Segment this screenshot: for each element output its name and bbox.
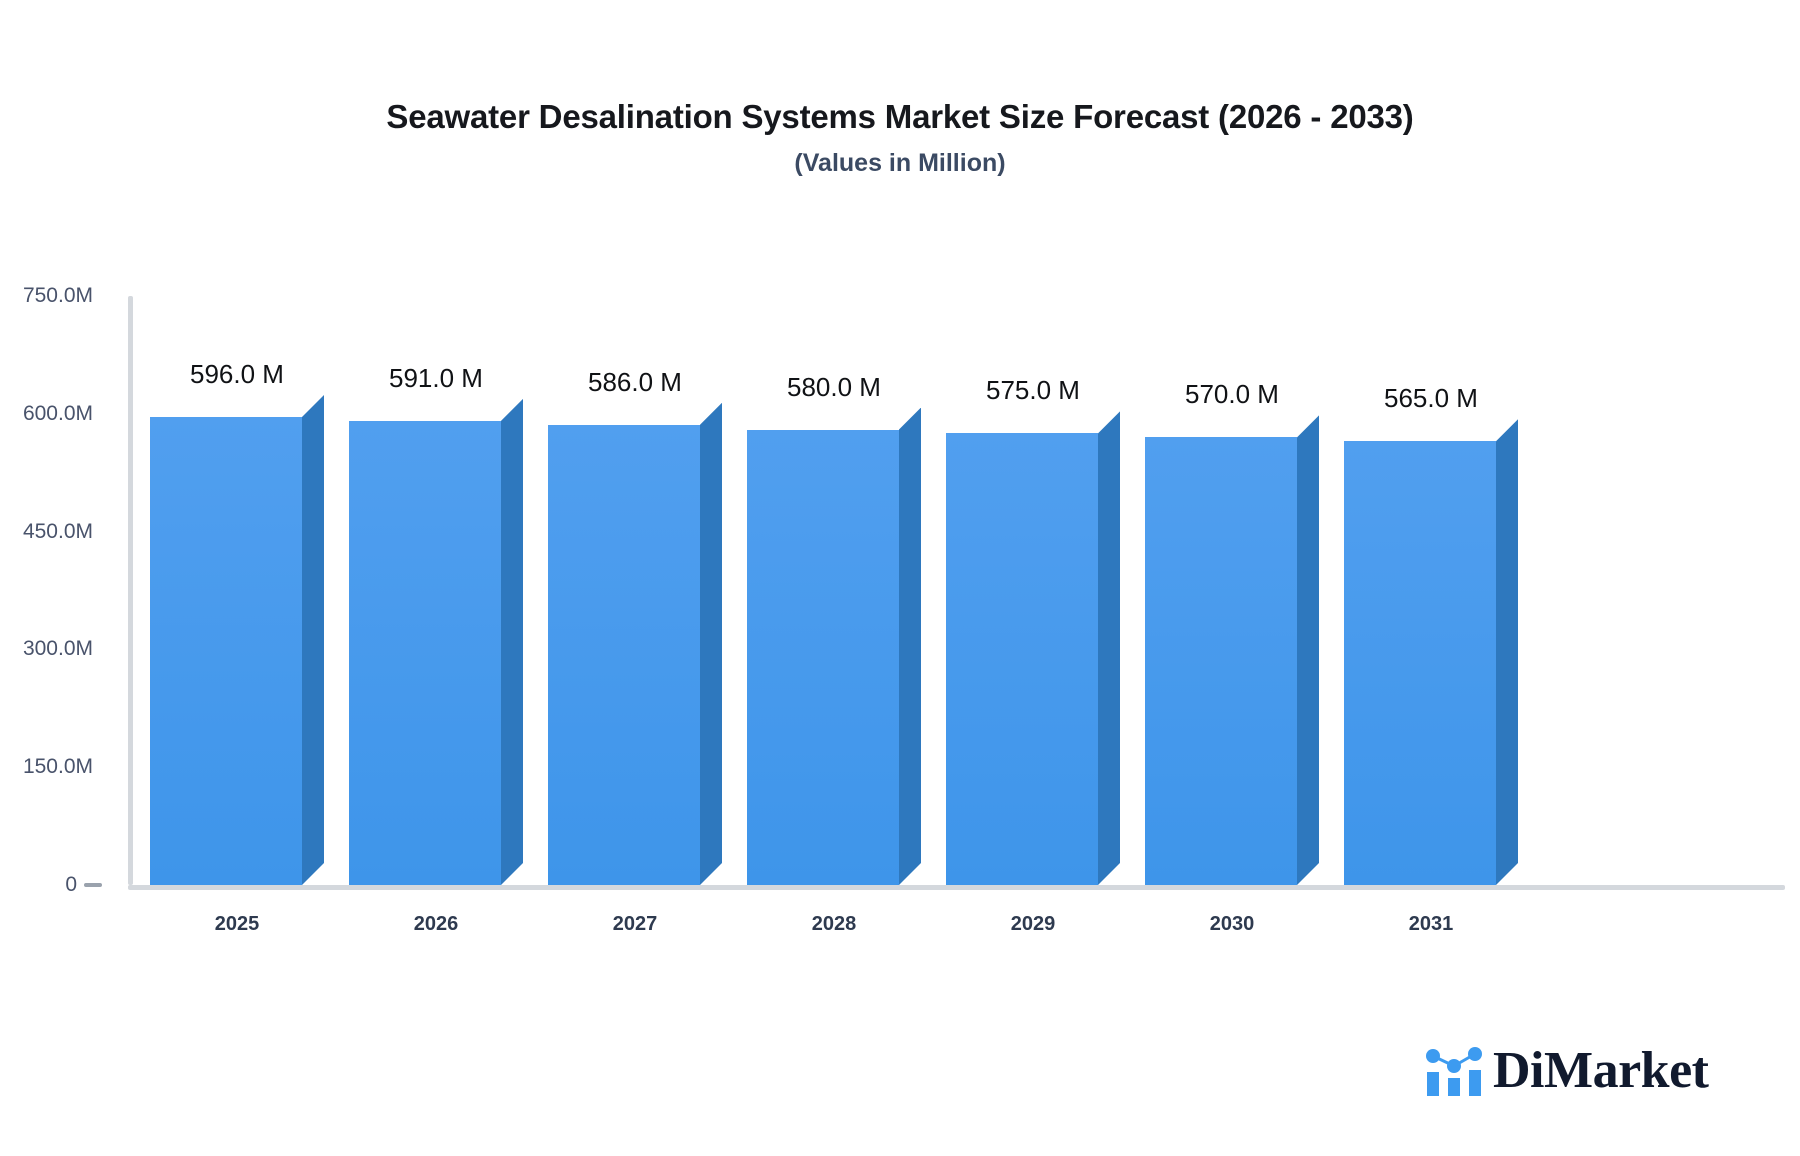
bar-side-face [700, 403, 722, 885]
bar-2029[interactable] [946, 0, 1120, 1156]
y-axis-zero-tick-mark [84, 883, 102, 887]
bar-side-face [1297, 415, 1319, 885]
y-axis-tick-150.0M: 150.0M [22, 755, 93, 779]
y-axis-tick-600.0M: 600.0M [22, 401, 93, 425]
bar-front-face [548, 424, 700, 885]
chart-subtitle: (Values in Million) [794, 149, 1006, 177]
y-axis-tick-750.0M: 750.0M [22, 284, 93, 307]
chart-title: Seawater Desalination Systems Market Siz… [386, 98, 1414, 135]
x-axis-label-2025: 2025 [214, 913, 260, 935]
x-axis-label-2027: 2027 [612, 913, 658, 935]
bar-2025[interactable] [150, 0, 324, 1156]
bar-value-label-2025: 596.0 M [190, 358, 284, 389]
bar-front-face [150, 416, 302, 885]
bar-front-face [946, 433, 1098, 885]
bar-2030[interactable] [1145, 0, 1319, 1156]
bar-2031[interactable] [1344, 0, 1518, 1156]
bar-2027[interactable] [548, 0, 722, 1156]
bar-2028[interactable] [747, 0, 921, 1156]
bar-front-face [349, 420, 501, 885]
bar-front-face [1344, 441, 1496, 885]
x-axis-label-2026: 2026 [413, 913, 459, 935]
bar-side-face [302, 395, 324, 885]
x-axis-label-2031: 2031 [1408, 913, 1454, 935]
bar-value-label-2026: 591.0 M [389, 362, 483, 393]
bar-value-label-2029: 575.0 M [986, 375, 1080, 406]
bar-2026[interactable] [349, 0, 523, 1156]
bar-side-face [1098, 411, 1120, 885]
x-axis-label-2030: 2030 [1209, 913, 1255, 935]
y-axis-tick-0: 0 [65, 873, 77, 896]
y-axis-tick-450.0M: 450.0M [22, 519, 93, 543]
chart-header: Seawater Desalination Systems Market Siz… [0, 96, 1800, 179]
bar-chart-icon [1426, 1047, 1482, 1096]
x-axis-label-2029: 2029 [1010, 913, 1056, 935]
bar-value-label-2031: 565.0 M [1384, 383, 1478, 414]
bar-side-face [1496, 419, 1518, 885]
logo-wordmark: DiMarket [1493, 1042, 1709, 1099]
bar-value-label-2027: 586.0 M [588, 366, 682, 397]
bar-value-label-2028: 580.0 M [787, 371, 881, 402]
bar-front-face [747, 429, 899, 885]
bar-side-face [501, 399, 523, 885]
bar-front-face [1145, 437, 1297, 885]
dimarket-logo: DiMarket [1425, 1042, 1709, 1099]
y-axis-tick-300.0M: 300.0M [22, 637, 93, 661]
x-axis-label-2028: 2028 [811, 913, 857, 935]
y-axis-line [128, 296, 133, 885]
bar-value-label-2030: 570.0 M [1185, 379, 1279, 410]
x-axis-line [128, 885, 1785, 890]
bar-side-face [899, 408, 921, 885]
